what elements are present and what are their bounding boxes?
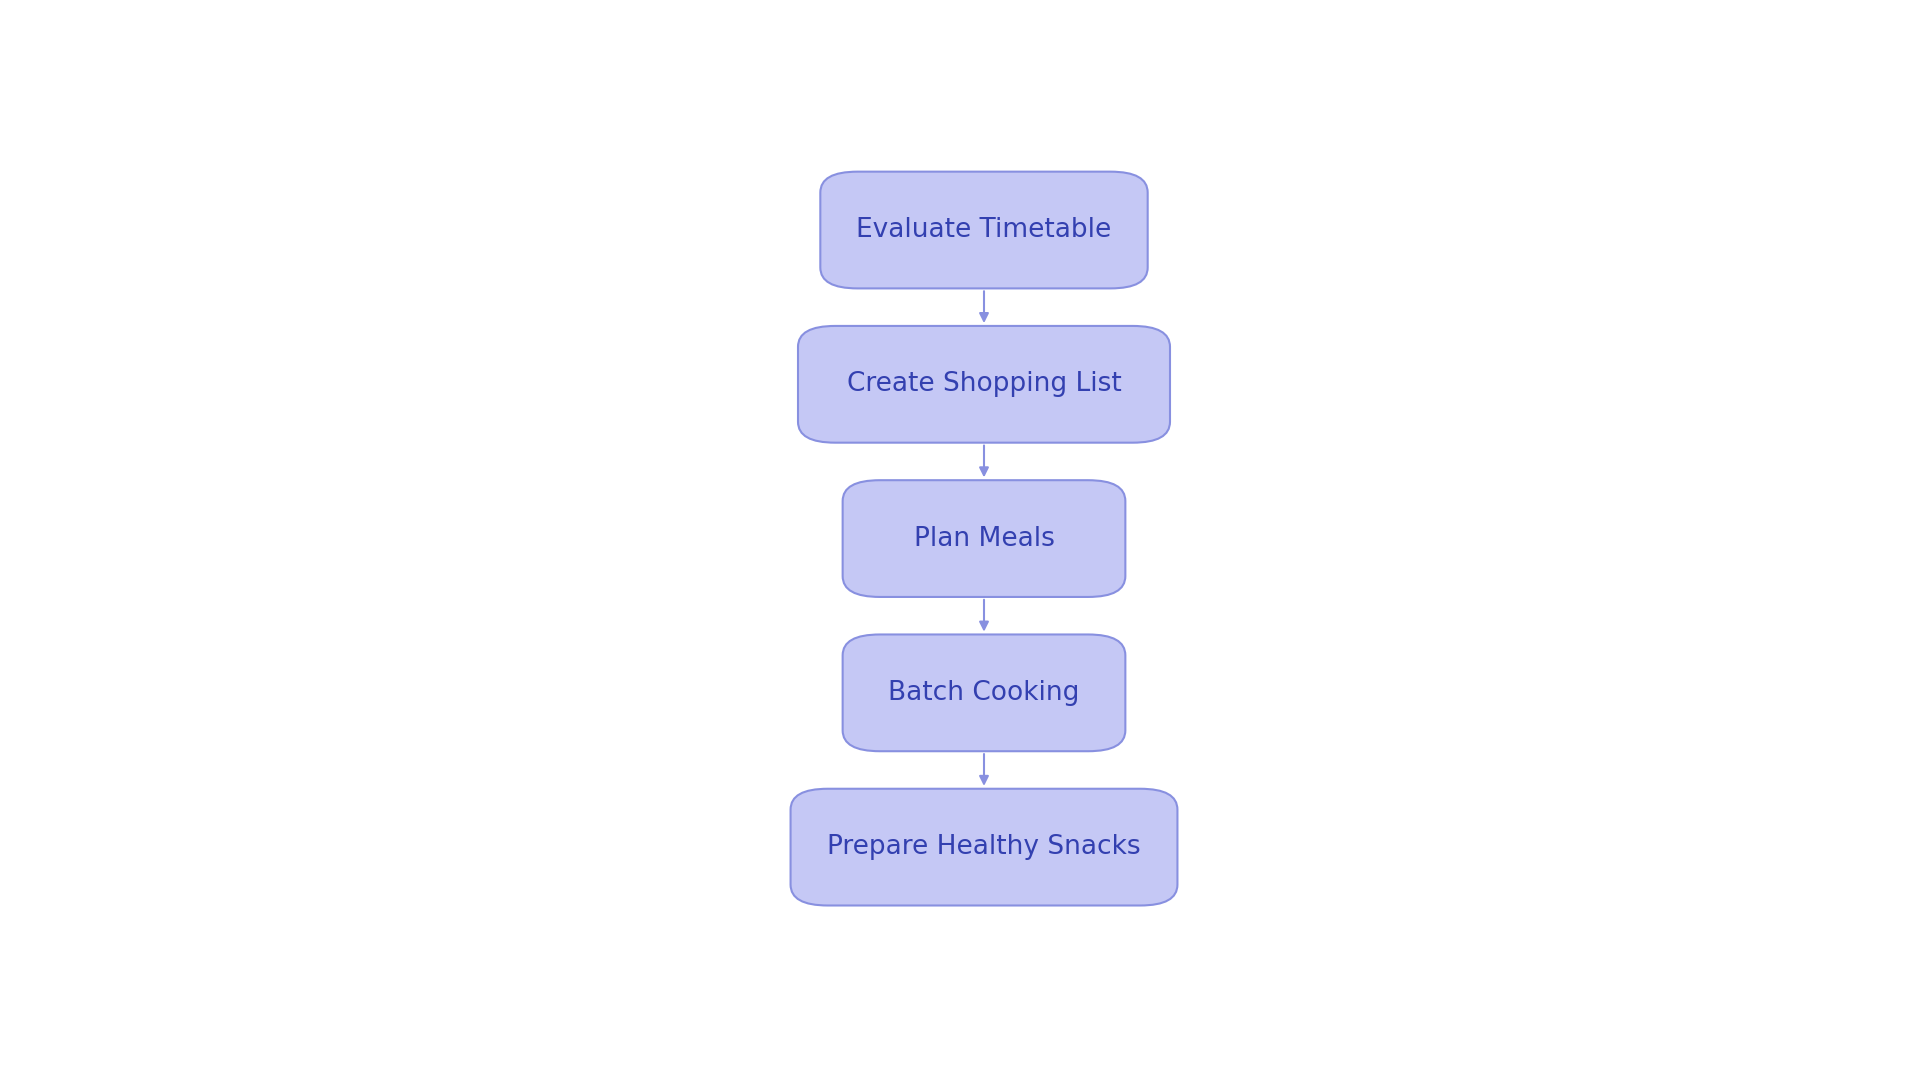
Text: Batch Cooking: Batch Cooking [889,680,1079,706]
Text: Evaluate Timetable: Evaluate Timetable [856,217,1112,243]
FancyBboxPatch shape [843,635,1125,752]
FancyBboxPatch shape [820,172,1148,288]
FancyBboxPatch shape [791,788,1177,905]
Text: Prepare Healthy Snacks: Prepare Healthy Snacks [828,834,1140,860]
FancyBboxPatch shape [799,326,1169,443]
Text: Create Shopping List: Create Shopping List [847,371,1121,397]
Text: Plan Meals: Plan Meals [914,525,1054,551]
FancyBboxPatch shape [843,480,1125,597]
